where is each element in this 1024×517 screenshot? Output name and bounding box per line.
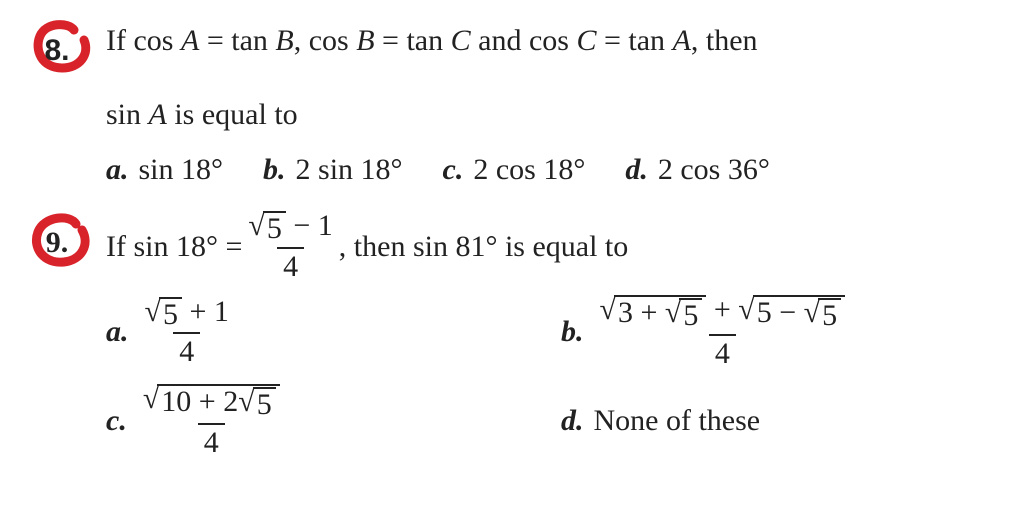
option-text: 2 cos 18° xyxy=(473,147,585,192)
sqrt-arg: 5 xyxy=(263,211,286,245)
option-text: sin 18° xyxy=(139,147,224,192)
option-9d: d. None of these xyxy=(561,398,996,443)
option-label: a. xyxy=(106,309,129,354)
option-label: b. xyxy=(263,147,286,192)
question-9-badge: 9. xyxy=(28,210,100,272)
inner1: 3 + xyxy=(618,296,665,329)
sqrt-arg: 5 xyxy=(679,298,702,332)
cos: cos xyxy=(529,24,577,57)
numerator: √5 − 1 xyxy=(242,210,338,247)
var-B: B xyxy=(275,24,293,57)
sqrt-arg: 10 + 2√5 xyxy=(157,384,279,421)
option-9c: c. √10 + 2√5 4 xyxy=(106,383,541,458)
option-label: d. xyxy=(561,398,584,443)
eq: = xyxy=(199,24,231,57)
var-A: A xyxy=(149,98,167,131)
fraction: √10 + 2√5 4 xyxy=(137,383,286,458)
suffix: is equal to xyxy=(167,98,298,131)
option-8a: a. sin 18° xyxy=(106,147,223,192)
option-9b: b. √3 + √5 + √5 − √5 4 xyxy=(561,294,996,369)
question-9-number: 9. xyxy=(28,220,86,265)
option-label: c. xyxy=(106,398,127,443)
sqrt: √5 xyxy=(145,297,182,331)
option-text: 2 cos 36° xyxy=(658,147,770,192)
sqrt: √5 xyxy=(248,211,285,245)
sqrt-arg: 3 + √5 xyxy=(614,295,706,332)
eq: = xyxy=(375,24,407,57)
and: and xyxy=(471,24,529,57)
question-9-stem: If sin 18° = √5 − 1 4 , then sin 81° is … xyxy=(106,210,996,282)
tan: tan xyxy=(406,24,450,57)
fraction: √5 − 1 4 xyxy=(242,210,338,282)
denominator: 4 xyxy=(709,334,736,370)
option-label: a. xyxy=(106,147,129,192)
question-9: 9. If sin 18° = √5 − 1 4 , then sin 81° … xyxy=(28,210,996,282)
option-8b: b. 2 sin 18° xyxy=(263,147,403,192)
denominator: 4 xyxy=(198,423,225,459)
question-8-badge: 8. xyxy=(28,18,100,80)
var-A: A xyxy=(673,24,691,57)
question-8-stem-line2: sin A is equal to xyxy=(28,92,996,137)
question-8-options: a. sin 18° b. 2 sin 18° c. 2 cos 18° d. … xyxy=(28,147,996,192)
eq: = xyxy=(596,24,628,57)
numerator: √5 + 1 xyxy=(139,296,235,333)
option-label: c. xyxy=(443,147,464,192)
text: If cos xyxy=(106,24,181,57)
plus: + xyxy=(706,293,738,326)
sqrt-inner-1: √5 xyxy=(665,298,702,332)
numerator: √3 + √5 + √5 − √5 xyxy=(594,294,852,334)
if-text: If sin 18° = xyxy=(106,224,242,269)
denominator: 4 xyxy=(277,247,304,283)
then: , then xyxy=(691,24,758,57)
sqrt-outer-2: √5 − √5 xyxy=(738,295,845,332)
fraction: √3 + √5 + √5 − √5 4 xyxy=(594,294,852,369)
option-8d: d. 2 cos 36° xyxy=(625,147,770,192)
denominator: 4 xyxy=(173,332,200,368)
sqrt-arg: 5 xyxy=(159,297,182,331)
var-B: B xyxy=(356,24,374,57)
option-9a: a. √5 + 1 4 xyxy=(106,296,541,368)
sqrt-outer: √10 + 2√5 xyxy=(143,384,280,421)
then-text: , then sin 81° is equal to xyxy=(339,224,628,269)
option-text: 2 sin 18° xyxy=(296,147,403,192)
minus1: − 1 xyxy=(286,209,333,242)
tan: tan xyxy=(628,24,672,57)
sqrt-inner: √5 xyxy=(238,387,275,421)
question-9-options: a. √5 + 1 4 b. √3 + √5 + √5 − √5 4 c. √1… xyxy=(28,294,996,458)
comma: , xyxy=(294,24,309,57)
inner: 10 + 2 xyxy=(161,385,238,418)
var-C: C xyxy=(576,24,596,57)
option-label: d. xyxy=(625,147,648,192)
sqrt-arg: 5 xyxy=(253,387,276,421)
option-label: b. xyxy=(561,309,584,354)
fraction: √5 + 1 4 xyxy=(139,296,235,368)
sin: sin xyxy=(106,98,149,131)
sqrt-inner-2: √5 xyxy=(804,298,841,332)
option-text: None of these xyxy=(594,398,761,443)
cos: cos xyxy=(309,24,357,57)
plus1: + 1 xyxy=(182,295,229,328)
question-8: 8. If cos A = tan B, cos B = tan C and c… xyxy=(28,18,996,80)
var-A: A xyxy=(181,24,199,57)
sqrt-arg: 5 xyxy=(818,298,841,332)
tan: tan xyxy=(231,24,275,57)
option-8c: c. 2 cos 18° xyxy=(443,147,586,192)
var-C: C xyxy=(451,24,471,57)
question-8-number: 8. xyxy=(28,28,86,73)
numerator: √10 + 2√5 xyxy=(137,383,286,423)
inner2: 5 − xyxy=(757,296,804,329)
sqrt-arg: 5 − √5 xyxy=(753,295,845,332)
question-8-stem: If cos A = tan B, cos B = tan C and cos … xyxy=(106,18,996,63)
sqrt-outer-1: √3 + √5 xyxy=(600,295,707,332)
